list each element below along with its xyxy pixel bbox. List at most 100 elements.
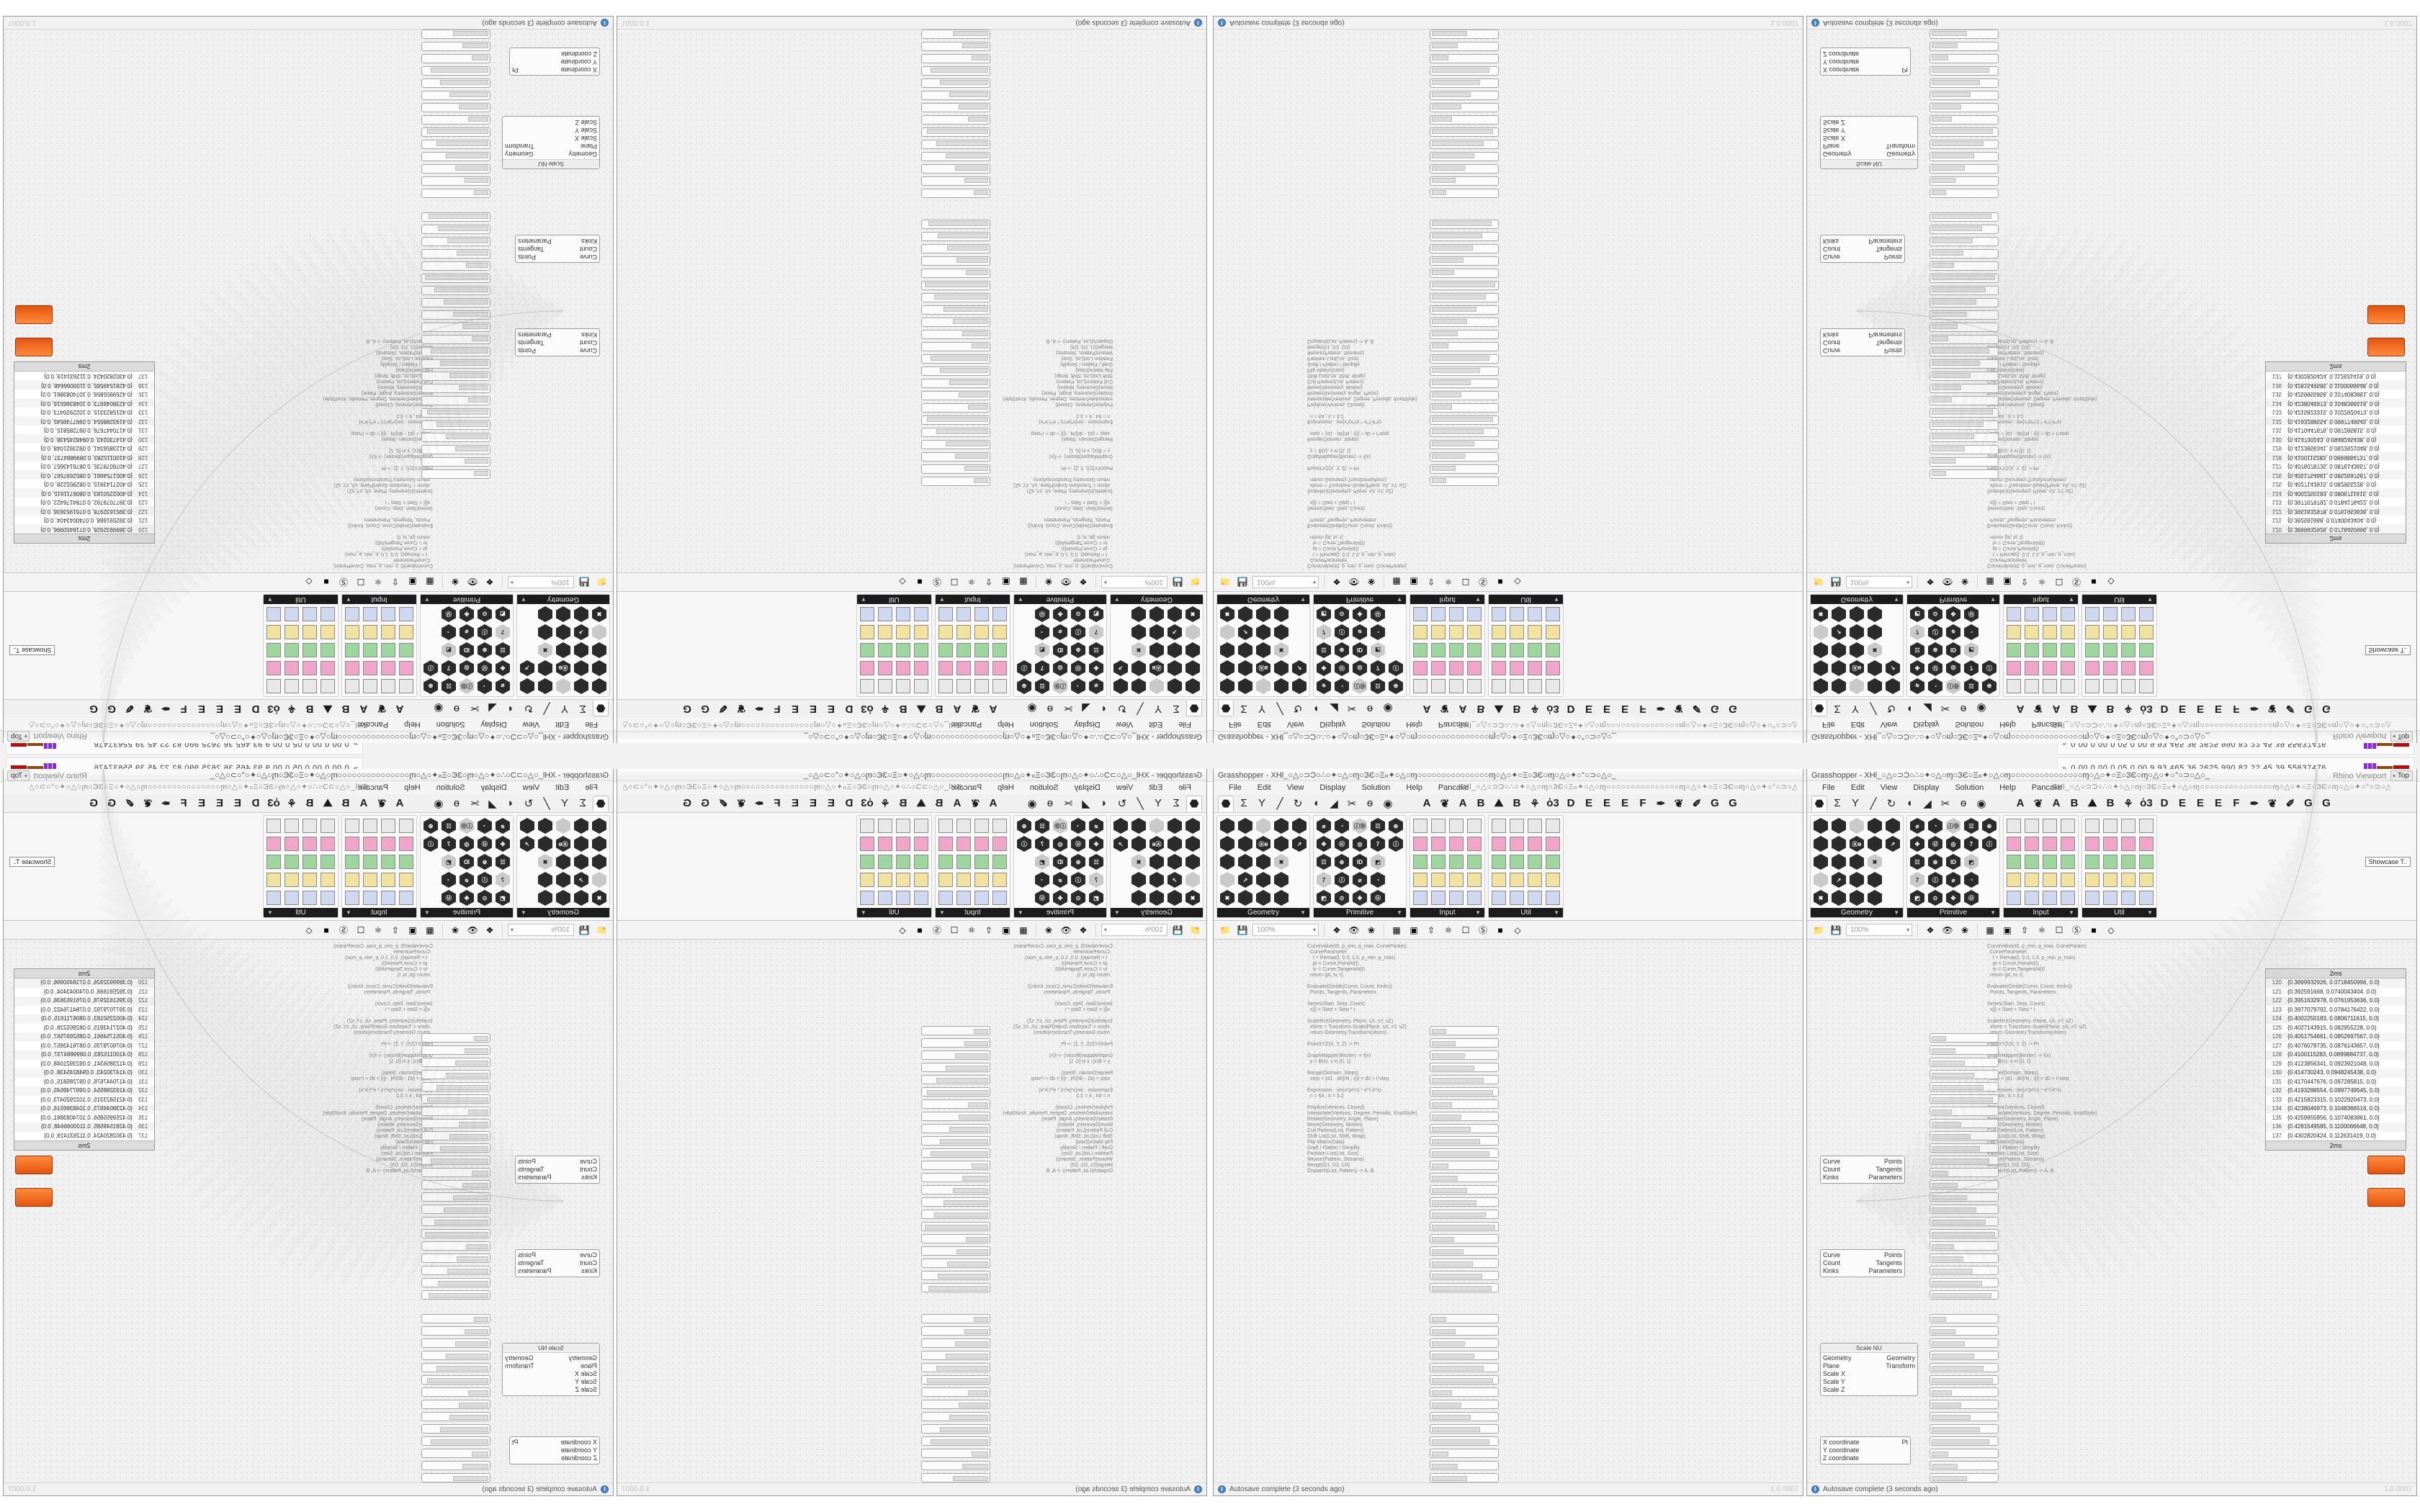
slider-track[interactable] — [1932, 1452, 1948, 1457]
menu-solution[interactable]: Solution — [1029, 783, 1059, 792]
slider-track[interactable] — [1432, 1102, 1452, 1107]
palette-component-icon[interactable]: ⊙ — [1927, 889, 1944, 906]
palette-component-icon[interactable]: Ⓘ — [1927, 871, 1944, 888]
menu-display[interactable]: Display — [1074, 783, 1101, 792]
gh-number-slider[interactable] — [1430, 127, 1499, 137]
palette-component-icon[interactable]: Ⓘ — [1070, 871, 1087, 888]
palette-component-icon[interactable] — [1273, 817, 1290, 834]
palette-component-icon[interactable] — [1490, 606, 1507, 623]
palette-component-icon[interactable] — [2102, 853, 2119, 870]
gh-number-slider[interactable] — [921, 1461, 990, 1470]
palette-component-icon[interactable] — [1237, 606, 1254, 623]
gh-number-slider[interactable] — [1430, 1387, 1499, 1397]
slider-track[interactable] — [1932, 1146, 1980, 1151]
addin-tab-8[interactable]: D — [845, 703, 853, 715]
menu-file[interactable]: File — [1229, 783, 1242, 792]
remote-panel-icon[interactable]: ☐ — [1461, 577, 1470, 588]
addin-tab-8[interactable]: D — [1567, 703, 1575, 715]
gh-node-curve-evaluate[interactable]: Curve Count Kinks Points Tangents Parame… — [1820, 1249, 1905, 1277]
palette-component-icon[interactable]: Ⓘ — [1387, 660, 1404, 677]
vector-tab[interactable]: ╱ — [1276, 702, 1283, 715]
addin-tab-11[interactable]: E — [1621, 703, 1628, 715]
slider-track[interactable] — [938, 233, 988, 238]
palette-component-icon[interactable]: ◩ — [1909, 889, 1926, 906]
gh-number-slider[interactable] — [1930, 1180, 1999, 1189]
menu-help[interactable]: Help — [1999, 783, 2016, 792]
slider-track[interactable] — [1432, 1188, 1467, 1193]
slider-track[interactable] — [953, 31, 988, 36]
gh-number-slider[interactable] — [1430, 78, 1499, 88]
addin-tab-3[interactable]: B — [935, 797, 944, 809]
chevron-down-icon[interactable]: ▼ — [1554, 909, 1559, 916]
gh-number-slider[interactable] — [1930, 1436, 1999, 1446]
gh-number-slider[interactable] — [1930, 1461, 1999, 1470]
palette-component-icon[interactable] — [1166, 660, 1183, 677]
gh-number-slider[interactable] — [921, 115, 990, 125]
gh-number-slider[interactable] — [1430, 1124, 1499, 1133]
palette-component-icon[interactable] — [2084, 871, 2101, 888]
addin-tab-7[interactable]: ὁ3 — [861, 797, 874, 809]
palette-component-icon[interactable] — [955, 678, 972, 695]
palette-component-icon[interactable]: 7 — [1034, 660, 1051, 677]
addin-tab-0[interactable]: A — [989, 797, 998, 809]
node-input-curve[interactable]: Curve — [1823, 1158, 1841, 1165]
node-output-parameters[interactable]: Parameters — [1868, 1174, 1902, 1181]
palette-component-icon[interactable]: ⊕ — [1016, 817, 1033, 834]
sketch-icon[interactable]: ❖ — [1079, 924, 1088, 935]
palette-group-label[interactable]: Input ▼ — [1410, 595, 1484, 604]
mesh-tab[interactable]: ◢ — [1082, 797, 1090, 810]
slider-track[interactable] — [944, 1200, 988, 1205]
addin-tab-13[interactable]: ✒ — [1656, 702, 1666, 715]
bake-icon[interactable]: ❀ — [1367, 924, 1376, 935]
rhino-viewport[interactable]: Rhino Viewport ▾ Top — [1806, 769, 2417, 1496]
slider-track[interactable] — [1432, 380, 1471, 385]
gh-number-slider[interactable] — [1430, 1375, 1499, 1385]
scope-icon[interactable]: Ⓢ — [2071, 925, 2081, 935]
palette-component-icon[interactable] — [1466, 835, 1483, 852]
palette-component-icon[interactable] — [1544, 624, 1561, 641]
preview-eye-icon[interactable]: 👁 — [1348, 924, 1360, 935]
addin-tab-0[interactable]: A — [1422, 703, 1431, 715]
palette-component-icon[interactable] — [973, 660, 990, 677]
slider-track[interactable] — [1432, 1317, 1446, 1322]
palette-component-icon[interactable] — [2120, 853, 2137, 870]
slider-track[interactable] — [968, 1102, 988, 1107]
slider-track[interactable] — [968, 1390, 988, 1395]
palette-component-icon[interactable] — [1508, 624, 1525, 641]
node-output-tangents[interactable]: Tangents — [1876, 1166, 1902, 1173]
slider-track[interactable] — [928, 1286, 988, 1291]
addin-tab-15[interactable]: ✐ — [718, 797, 728, 810]
chevron-down-icon[interactable]: » — [2061, 763, 2067, 773]
params-tab[interactable]: ⬣ — [1218, 795, 1234, 811]
addin-tab-13[interactable]: ✒ — [754, 702, 764, 715]
gh-number-slider[interactable] — [1430, 1026, 1499, 1035]
profiler-icon[interactable]: ▣ — [1002, 577, 1010, 588]
palette-component-icon[interactable]: ☷ — [1088, 853, 1105, 870]
paint-icon[interactable]: ◇ — [1514, 577, 1521, 588]
gh-number-slider[interactable] — [1430, 366, 1499, 376]
intersect-tab[interactable]: ✂ — [1063, 702, 1073, 715]
slider-track[interactable] — [1432, 405, 1452, 410]
chevron-down-icon[interactable]: ▼ — [1114, 596, 1120, 603]
palette-component-icon[interactable] — [1148, 871, 1165, 888]
slider-track[interactable] — [1432, 1176, 1458, 1181]
addin-tab-0[interactable]: A — [989, 703, 998, 715]
palette-component-icon[interactable] — [859, 871, 876, 888]
slider-track[interactable] — [1432, 1164, 1448, 1169]
addin-tab-17[interactable]: G — [1729, 703, 1737, 715]
addin-tab-12[interactable]: F — [2233, 797, 2240, 809]
palette-component-icon[interactable]: ✤ — [1351, 889, 1368, 906]
chevron-down-icon[interactable]: ▼ — [939, 909, 945, 916]
palette-component-icon[interactable] — [1448, 606, 1465, 623]
gh-number-slider[interactable] — [921, 1271, 990, 1280]
addin-tab-1[interactable]: ❦ — [970, 702, 980, 715]
remote-panel-icon[interactable]: ☐ — [2055, 924, 2063, 935]
gh-number-slider[interactable] — [921, 1412, 990, 1421]
palette-component-icon[interactable] — [1812, 817, 1829, 834]
palette-component-icon[interactable] — [877, 853, 894, 870]
publish-icon[interactable]: ⇧ — [1427, 924, 1435, 935]
palette-component-icon[interactable] — [1430, 853, 1447, 870]
slider-track[interactable] — [1432, 1329, 1456, 1334]
widget-icon[interactable]: ■ — [917, 924, 923, 935]
palette-component-icon[interactable] — [973, 642, 990, 659]
